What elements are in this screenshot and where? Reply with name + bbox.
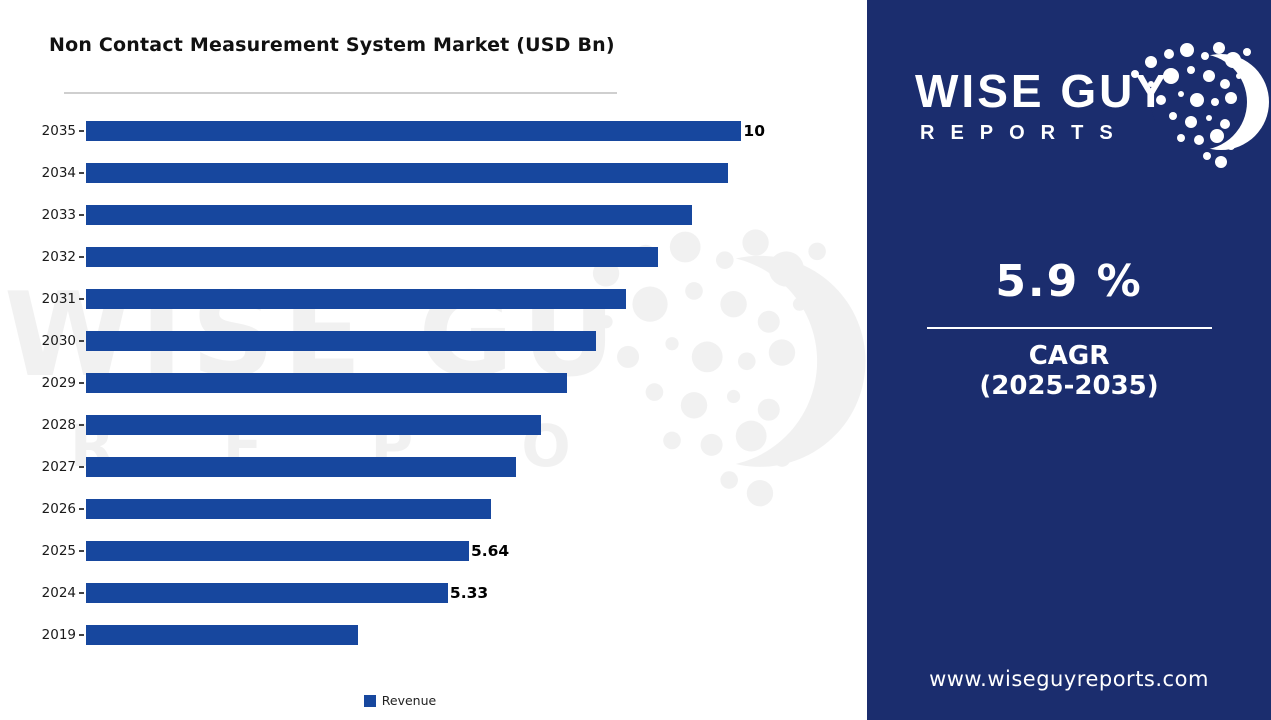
axis-tick bbox=[79, 256, 84, 258]
bar-2030 bbox=[86, 331, 596, 351]
bar-row: 2029 bbox=[0, 362, 867, 404]
bar-area: 10 bbox=[86, 121, 765, 141]
bar-value-label: 5.64 bbox=[470, 542, 510, 560]
y-axis-tick-label: 2028 bbox=[41, 417, 76, 433]
cagr-label: CAGR bbox=[1028, 341, 1110, 371]
bar-area bbox=[86, 205, 765, 225]
bar-row: 2030 bbox=[0, 320, 867, 362]
bar-row: 2033 bbox=[0, 194, 867, 236]
bar-row: 2025 5.64 bbox=[0, 530, 867, 572]
y-axis-tick-label: 2024 bbox=[41, 585, 76, 601]
bar-2032 bbox=[86, 247, 659, 267]
bar-row: 2024 5.33 bbox=[0, 572, 867, 614]
bar-row: 2027 bbox=[0, 446, 867, 488]
legend-swatch bbox=[363, 694, 376, 707]
bar-2028 bbox=[86, 415, 541, 435]
bar-2029 bbox=[86, 373, 568, 393]
y-axis-tick-label: 2019 bbox=[41, 627, 76, 643]
bar-2025 bbox=[86, 541, 469, 561]
axis-tick bbox=[79, 550, 84, 552]
bar-row: 2032 bbox=[0, 236, 867, 278]
axis-tick bbox=[79, 466, 84, 468]
axis-tick bbox=[79, 634, 84, 636]
bar-area bbox=[86, 163, 765, 183]
y-axis-tick-label: 2029 bbox=[41, 375, 76, 391]
logo-head-dots-icon bbox=[1131, 42, 1269, 168]
y-axis-tick-label: 2030 bbox=[41, 333, 76, 349]
chart-legend: Revenue bbox=[0, 693, 800, 708]
bar-area: 5.33 bbox=[86, 583, 765, 603]
y-axis-tick-label: 2027 bbox=[41, 459, 76, 475]
y-axis-tick-label: 2026 bbox=[41, 501, 76, 517]
logo-text: WISE GUY REPORTS bbox=[915, 68, 1169, 143]
bar-2031 bbox=[86, 289, 627, 309]
bar-area bbox=[86, 415, 765, 435]
axis-tick bbox=[79, 130, 84, 132]
bar-value-label: 5.33 bbox=[449, 584, 489, 602]
website-link[interactable]: www.wiseguyreports.com bbox=[929, 667, 1209, 691]
chart-title: Non Contact Measurement System Market (U… bbox=[49, 34, 615, 56]
cagr-value: 5.9 % bbox=[995, 256, 1143, 307]
bar-area bbox=[86, 331, 765, 351]
axis-tick bbox=[79, 172, 84, 174]
bar-area bbox=[86, 289, 765, 309]
y-axis-tick-label: 2032 bbox=[41, 249, 76, 265]
chart-panel: WISE GU R E P O N bbox=[0, 34, 867, 708]
axis-tick bbox=[79, 424, 84, 426]
bar-2019 bbox=[86, 625, 358, 645]
bar-2033 bbox=[86, 205, 692, 225]
bar-2035 bbox=[86, 121, 742, 141]
title-divider bbox=[64, 92, 617, 94]
bar-2027 bbox=[86, 457, 516, 477]
bar-row: 2035 10 bbox=[0, 110, 867, 152]
bar-row: 2031 bbox=[0, 278, 867, 320]
axis-tick bbox=[79, 298, 84, 300]
cagr-period-label: (2025-2035) bbox=[979, 371, 1159, 401]
bar-row: 2028 bbox=[0, 404, 867, 446]
bar-row: 2034 bbox=[0, 152, 867, 194]
bar-rows: 2035 10 2034 2033 2032 2031 2030 2029 2028 2027 20… bbox=[0, 110, 867, 656]
y-axis-tick-label: 2033 bbox=[41, 207, 76, 223]
axis-tick bbox=[79, 340, 84, 342]
axis-tick bbox=[79, 592, 84, 594]
bar-area bbox=[86, 625, 765, 645]
bar-value-label: 10 bbox=[743, 122, 765, 140]
bar-area bbox=[86, 373, 765, 393]
axis-tick bbox=[79, 214, 84, 216]
y-axis-tick-label: 2025 bbox=[41, 543, 76, 559]
axis-tick bbox=[79, 508, 84, 510]
y-axis-tick-label: 2031 bbox=[41, 291, 76, 307]
legend-label: Revenue bbox=[381, 693, 437, 708]
y-axis-tick-label: 2035 bbox=[41, 123, 76, 139]
bar-area bbox=[86, 457, 765, 477]
bar-2026 bbox=[86, 499, 492, 519]
logo-line2: REPORTS bbox=[920, 122, 1129, 144]
bar-row: 2019 bbox=[0, 614, 867, 656]
y-axis-tick-label: 2034 bbox=[41, 165, 76, 181]
bar-2034 bbox=[86, 163, 728, 183]
bar-area: 5.64 bbox=[86, 541, 765, 561]
bar-area bbox=[86, 499, 765, 519]
wise-guy-reports-logo: WISE GUY REPORTS bbox=[907, 40, 1269, 190]
axis-tick bbox=[79, 382, 84, 384]
bar-2024 bbox=[86, 583, 448, 603]
logo-line1: WISE GUY bbox=[915, 65, 1170, 117]
cagr-divider bbox=[927, 327, 1212, 329]
bar-row: 2026 bbox=[0, 488, 867, 530]
bar-area bbox=[86, 247, 765, 267]
brand-panel: WISE GUY REPORTS 5.9 % CAGR (2025-2035) … bbox=[867, 0, 1271, 720]
